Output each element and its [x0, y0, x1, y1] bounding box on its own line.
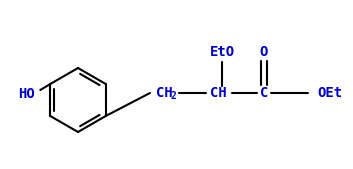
- Text: HO: HO: [18, 87, 35, 101]
- Text: 2: 2: [170, 91, 176, 101]
- Text: C: C: [260, 86, 268, 100]
- Text: EtO: EtO: [209, 45, 234, 59]
- Text: O: O: [260, 45, 268, 59]
- Text: CH: CH: [156, 86, 172, 100]
- Text: CH: CH: [210, 86, 226, 100]
- Text: OEt: OEt: [317, 86, 342, 100]
